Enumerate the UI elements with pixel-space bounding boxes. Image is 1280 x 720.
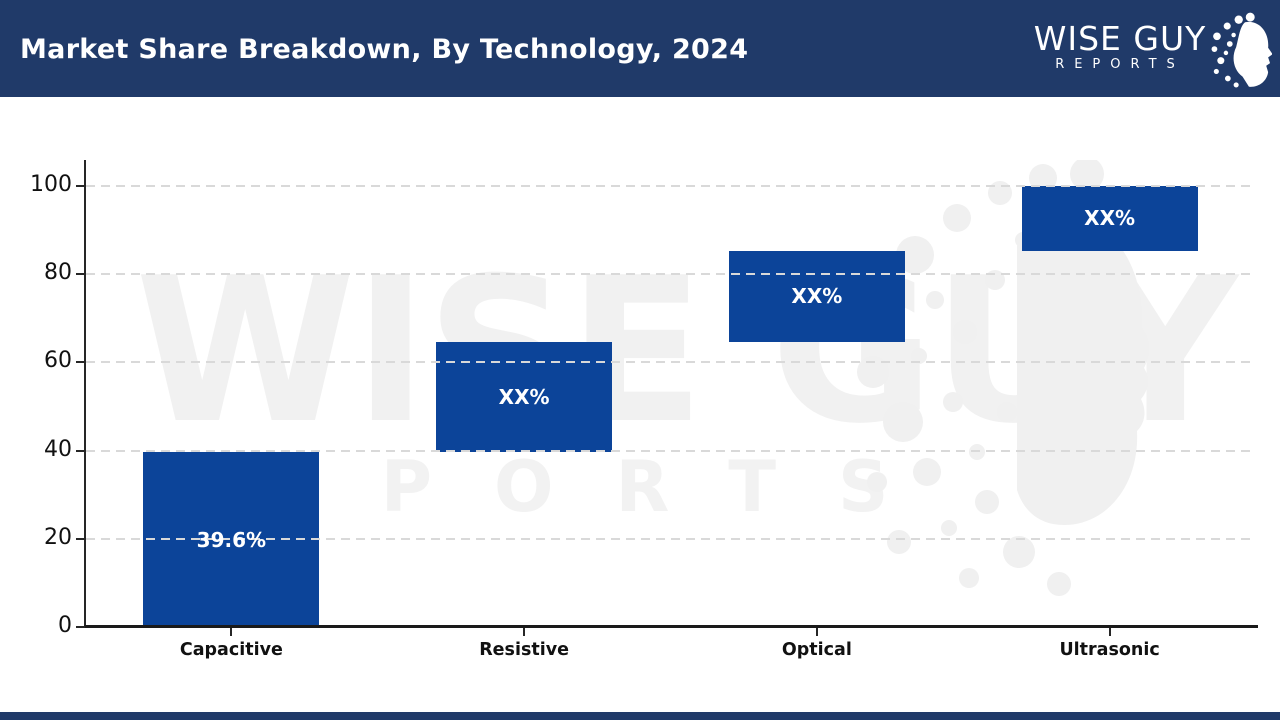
x-tick-mark [815, 628, 818, 636]
y-tick-mark [76, 185, 85, 187]
y-axis-tick-label: 0 [58, 613, 72, 638]
y-axis-tick-label: 20 [44, 524, 72, 550]
y-axis-tick-label: 80 [44, 260, 72, 286]
y-axis-tick-label: 40 [44, 436, 72, 462]
bar-optical [728, 250, 905, 343]
gridline-40 [86, 449, 1256, 452]
bar-ultrasonic [1021, 186, 1198, 251]
x-tick-mark [230, 628, 233, 636]
bar-value-label: XX% [498, 385, 550, 410]
gridline-100 [86, 185, 1256, 187]
y-tick-mark [76, 626, 85, 628]
y-axis-line [84, 160, 86, 627]
y-tick-mark [76, 361, 85, 364]
footer-bar [0, 712, 1280, 720]
logo-subtitle: REPORTS [1055, 57, 1185, 72]
page-title: Market Share Breakdown, By Technology, 2… [20, 34, 749, 65]
gridline-20 [86, 537, 1256, 540]
logo-text: WISE GUY REPORTS [1030, 19, 1210, 73]
y-axis-tick-label: 100 [30, 172, 72, 197]
logo-face-icon [1211, 12, 1272, 88]
bar-value-label: XX% [791, 284, 843, 309]
x-axis-line [84, 625, 1258, 628]
x-axis-tick-label: Capacitive [179, 640, 283, 660]
x-tick-mark [523, 628, 526, 636]
y-tick-mark [76, 273, 85, 276]
header-bar: Market Share Breakdown, By Technology, 2… [0, 0, 1280, 97]
bar-value-label: 39.6% [196, 527, 267, 552]
y-tick-mark [76, 449, 85, 452]
gridline-60 [86, 361, 1256, 364]
bar-resistive [436, 342, 613, 453]
x-axis-tick-label: Optical [781, 640, 852, 660]
x-tick-mark [1108, 628, 1111, 636]
gridline-80 [86, 273, 1256, 276]
bar-value-label: XX% [1084, 206, 1136, 231]
y-axis-tick-label: 60 [44, 348, 72, 374]
y-tick-mark [76, 537, 85, 540]
wiseguy-logo: WISE GUY REPORTS [1022, 6, 1272, 92]
x-axis-tick-label: Resistive [479, 640, 570, 660]
logo-wordmark: WISE GUY [1033, 19, 1207, 58]
x-axis-tick-label: Ultrasonic [1059, 640, 1160, 660]
